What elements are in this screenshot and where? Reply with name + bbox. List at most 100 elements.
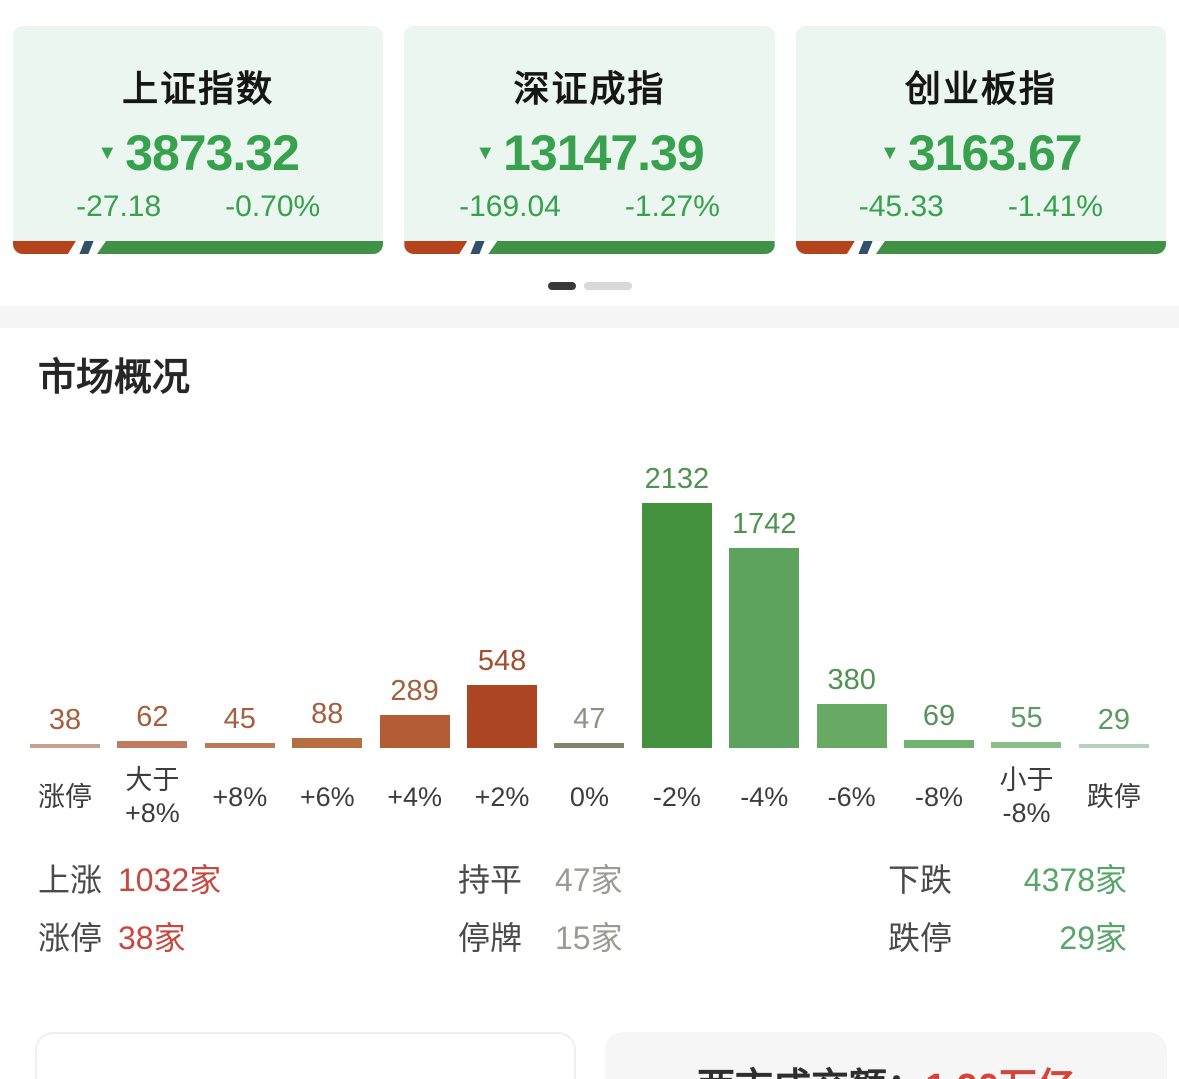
advance-decline-ratio-bar [13, 241, 384, 254]
chart-bar-group[interactable]: 2132 -2% [641, 463, 712, 832]
chart-bar-group[interactable]: 29 跌停 [1078, 704, 1149, 832]
bar [991, 742, 1062, 748]
down-triangle-icon: ▼ [880, 142, 900, 164]
bar-value-label: 380 [827, 664, 876, 696]
down-triangle-icon: ▼ [97, 142, 118, 164]
ratio-divider-stripe [858, 241, 873, 254]
bar [292, 738, 363, 748]
advancers-segment [404, 241, 467, 254]
index-name: 上证指数 [122, 68, 275, 109]
index-value: 3163.67 [907, 125, 1083, 181]
bar-value-label: 62 [136, 701, 169, 733]
decliners-segment [96, 241, 384, 254]
bar-category-label: 跌停 [1086, 781, 1141, 812]
bar-value-label: 47 [573, 703, 606, 735]
bar-value-label: 548 [477, 645, 527, 677]
unchanged-label: 持平 [458, 862, 523, 898]
decliners-segment [875, 241, 1166, 254]
turnover-label: 两市成交额： [697, 1067, 925, 1079]
market-distribution-chart: 38 涨停 62 大于 +8% 45 +8% 88 +6% 289 +4% 54… [0, 412, 1179, 832]
bar-category-label: +4% [387, 781, 443, 812]
bar-value-label: 45 [223, 703, 256, 735]
bar-category-label: 小于 -8% [999, 765, 1054, 828]
chart-bar-group[interactable]: 38 涨停 [30, 704, 100, 832]
advance-decline-ratio-bar [404, 241, 775, 254]
chart-bar-group[interactable]: 55 小于 -8% [991, 702, 1062, 832]
bar [904, 740, 975, 748]
decliners-label: 下跌 [888, 862, 953, 898]
index-change: -27.18 [76, 190, 162, 223]
suspended-count: 15家 [555, 920, 623, 956]
bar-category-label: +6% [299, 781, 355, 812]
down-triangle-icon: ▼ [475, 142, 496, 164]
bar [204, 743, 275, 748]
chart-bar-group[interactable]: 88 +6% [292, 698, 363, 832]
bar-category-label: +2% [474, 781, 530, 812]
index-value: 3873.32 [125, 125, 300, 181]
index-card-shenzhen[interactable]: 深证成指 ▼ 13147.39 -169.04 -1.27% [404, 26, 775, 254]
bar-category-label: -2% [652, 781, 701, 812]
page-dot-inactive[interactable] [583, 282, 632, 290]
suspended-label: 停牌 [458, 920, 523, 956]
chart-bar-group[interactable]: 69 -8% [904, 700, 975, 832]
bar-value-label: 69 [922, 700, 956, 732]
index-card-chinext[interactable]: 创业板指 ▼ 3163.67 -45.33 -1.41% [795, 26, 1166, 254]
bar [554, 743, 625, 748]
bar-category-label: 大于 +8% [125, 765, 180, 828]
chart-bar-group[interactable]: 62 大于 +8% [117, 701, 188, 832]
ratio-divider-stripe [79, 241, 94, 254]
section-divider [0, 306, 1179, 328]
bar-category-label: -8% [915, 781, 964, 812]
bar-value-label: 55 [1010, 702, 1043, 734]
advancers-segment [13, 241, 76, 254]
bar [1078, 744, 1149, 748]
advancers-segment [796, 241, 855, 254]
bar-value-label: 2132 [644, 463, 710, 495]
limit-up-count: 38家 [118, 920, 186, 956]
index-change: -45.33 [858, 190, 944, 223]
index-change-pct: -0.70% [225, 190, 321, 223]
index-change: -169.04 [459, 190, 561, 223]
index-change-pct: -1.27% [624, 190, 720, 223]
advancers-label: 上涨 [38, 862, 103, 898]
bar-value-label: 289 [390, 675, 439, 707]
unchanged-count: 47家 [555, 862, 623, 898]
bar-category-label: -6% [827, 781, 876, 812]
summary-row: 涨停 38家 停牌 15家 跌停 29家 [0, 913, 1179, 971]
bar-category-label: +8% [212, 781, 268, 812]
limit-down-count: 29家 [1059, 920, 1127, 956]
bar [641, 503, 712, 748]
chart-bar-group[interactable]: 548 +2% [467, 645, 538, 832]
index-value: 13147.39 [503, 125, 705, 181]
bar-category-label: -4% [740, 781, 789, 812]
index-card-shanghai[interactable]: 上证指数 ▼ 3873.32 -27.18 -0.70% [13, 26, 384, 254]
index-change-pct: -1.41% [1007, 190, 1103, 223]
chart-bar-group[interactable]: 47 0% [554, 703, 625, 832]
bar [729, 548, 800, 748]
bar-value-label: 88 [311, 698, 344, 730]
bottom-left-card[interactable] [35, 1032, 576, 1079]
decliners-count: 4378家 [1023, 862, 1127, 898]
index-name: 深证成指 [513, 68, 666, 109]
bar [30, 744, 100, 748]
bar [816, 704, 887, 748]
turnover-value: 1.90万亿 [925, 1067, 1075, 1079]
advancers-count: 1032家 [118, 862, 222, 898]
bar [117, 741, 188, 748]
bar-value-label: 29 [1097, 704, 1130, 736]
chart-bar-group[interactable]: 380 -6% [816, 664, 887, 832]
chart-bar-group[interactable]: 1742 -4% [729, 508, 800, 832]
chart-bar-group[interactable]: 289 +4% [379, 675, 450, 832]
summary-row: 上涨 1032家 持平 47家 下跌 4378家 [0, 855, 1179, 913]
decliners-segment [488, 241, 775, 254]
turnover-card[interactable]: 两市成交额：1.90万亿 [605, 1032, 1167, 1079]
limit-down-label: 跌停 [888, 920, 953, 956]
bar-category-label: 0% [569, 781, 609, 812]
bar-category-label: 涨停 [38, 781, 92, 812]
index-cards-row: 上证指数 ▼ 3873.32 -27.18 -0.70% 深证成指 ▼ 1314… [0, 0, 1179, 254]
chart-bar-group[interactable]: 45 +8% [204, 703, 275, 832]
page-dot-active[interactable] [547, 282, 576, 290]
bar [379, 715, 450, 748]
ratio-divider-stripe [470, 241, 485, 254]
bottom-cards-row: 两市成交额：1.90万亿 [0, 1032, 1179, 1079]
